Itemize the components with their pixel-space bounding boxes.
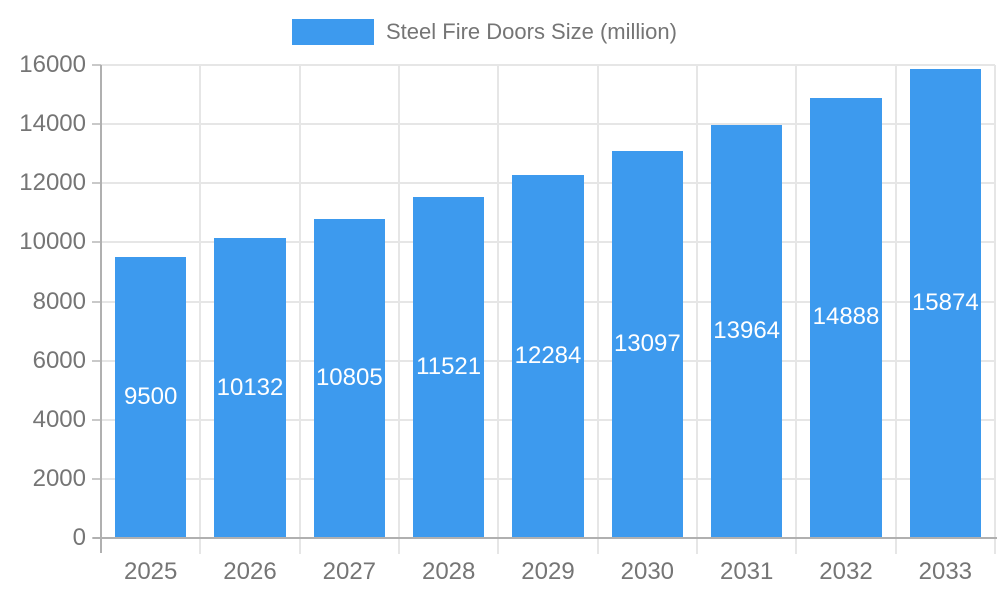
x-axis-tick — [596, 538, 599, 554]
x-axis-tick — [497, 538, 500, 554]
x-axis-label: 2025 — [123, 558, 178, 585]
y-axis-line — [100, 65, 102, 553]
y-axis-tick — [92, 477, 101, 480]
y-axis-label: 10000 — [19, 228, 86, 256]
y-axis-tick — [92, 300, 101, 303]
bar-value-label: 13097 — [613, 329, 681, 357]
h-gridline — [101, 64, 995, 66]
x-axis-tick — [199, 538, 202, 554]
x-axis-line — [93, 537, 997, 539]
bar-2032[interactable] — [810, 97, 882, 537]
x-axis-tick — [298, 538, 301, 554]
v-gridline — [596, 65, 599, 538]
h-gridline — [101, 123, 995, 126]
v-gridline — [994, 65, 996, 538]
y-axis-label: 0 — [72, 524, 86, 551]
legend-item[interactable]: Steel Fire Doors Size (million) — [292, 19, 677, 45]
v-gridline — [894, 65, 897, 538]
bar-value-label: 14888 — [812, 303, 880, 331]
bar-2028[interactable] — [412, 197, 485, 537]
x-axis-tick — [795, 538, 798, 554]
bar-2027[interactable] — [313, 218, 386, 537]
v-gridline — [795, 65, 798, 538]
x-axis-label: 2026 — [223, 558, 277, 585]
bar-2031[interactable] — [710, 125, 783, 537]
bar-value-label: 9500 — [123, 383, 178, 411]
y-axis-label: 12000 — [19, 169, 86, 197]
bar-2033[interactable] — [909, 68, 982, 537]
x-axis-tick — [696, 538, 698, 554]
bar-2030[interactable] — [611, 150, 684, 537]
x-axis-label: 2029 — [521, 558, 575, 585]
y-axis-label: 6000 — [32, 346, 86, 374]
y-axis-label: 8000 — [32, 287, 86, 315]
y-axis-tick — [92, 182, 101, 185]
y-axis-label: 2000 — [32, 464, 86, 492]
bar-value-label: 15874 — [911, 288, 979, 316]
x-axis-label: 2030 — [620, 558, 675, 585]
v-gridline — [398, 65, 400, 538]
x-axis-label: 2032 — [819, 558, 873, 585]
x-axis-tick — [398, 538, 400, 554]
x-axis-label: 2027 — [322, 558, 377, 585]
legend-label: Steel Fire Doors Size (million) — [386, 19, 677, 44]
x-axis-tick — [994, 538, 996, 554]
bar-value-label: 13964 — [713, 317, 781, 345]
bar-value-label: 10805 — [315, 363, 383, 391]
x-axis-label: 2028 — [421, 558, 476, 585]
v-gridline — [199, 65, 202, 538]
legend-swatch — [292, 19, 374, 45]
y-axis-tick — [92, 123, 101, 126]
bar-2029[interactable] — [512, 174, 584, 537]
bar-value-label: 10132 — [216, 373, 284, 401]
y-axis-label: 4000 — [32, 405, 86, 433]
v-gridline — [696, 65, 698, 538]
x-axis-label: 2031 — [719, 558, 774, 585]
y-axis-tick — [92, 418, 101, 421]
bar-value-label: 12284 — [514, 341, 582, 369]
y-axis-label: 16000 — [19, 51, 86, 78]
y-axis-label: 14000 — [19, 110, 86, 138]
x-axis-label: 2033 — [918, 558, 973, 585]
bar-2025[interactable] — [114, 257, 187, 537]
y-axis-tick — [92, 359, 101, 362]
y-axis-tick — [92, 64, 101, 66]
bar-value-label: 11521 — [416, 353, 482, 381]
bar-2026[interactable] — [214, 238, 286, 537]
v-gridline — [497, 65, 500, 538]
v-gridline — [298, 65, 301, 538]
x-axis-tick — [894, 538, 897, 554]
y-axis-tick — [92, 241, 101, 244]
